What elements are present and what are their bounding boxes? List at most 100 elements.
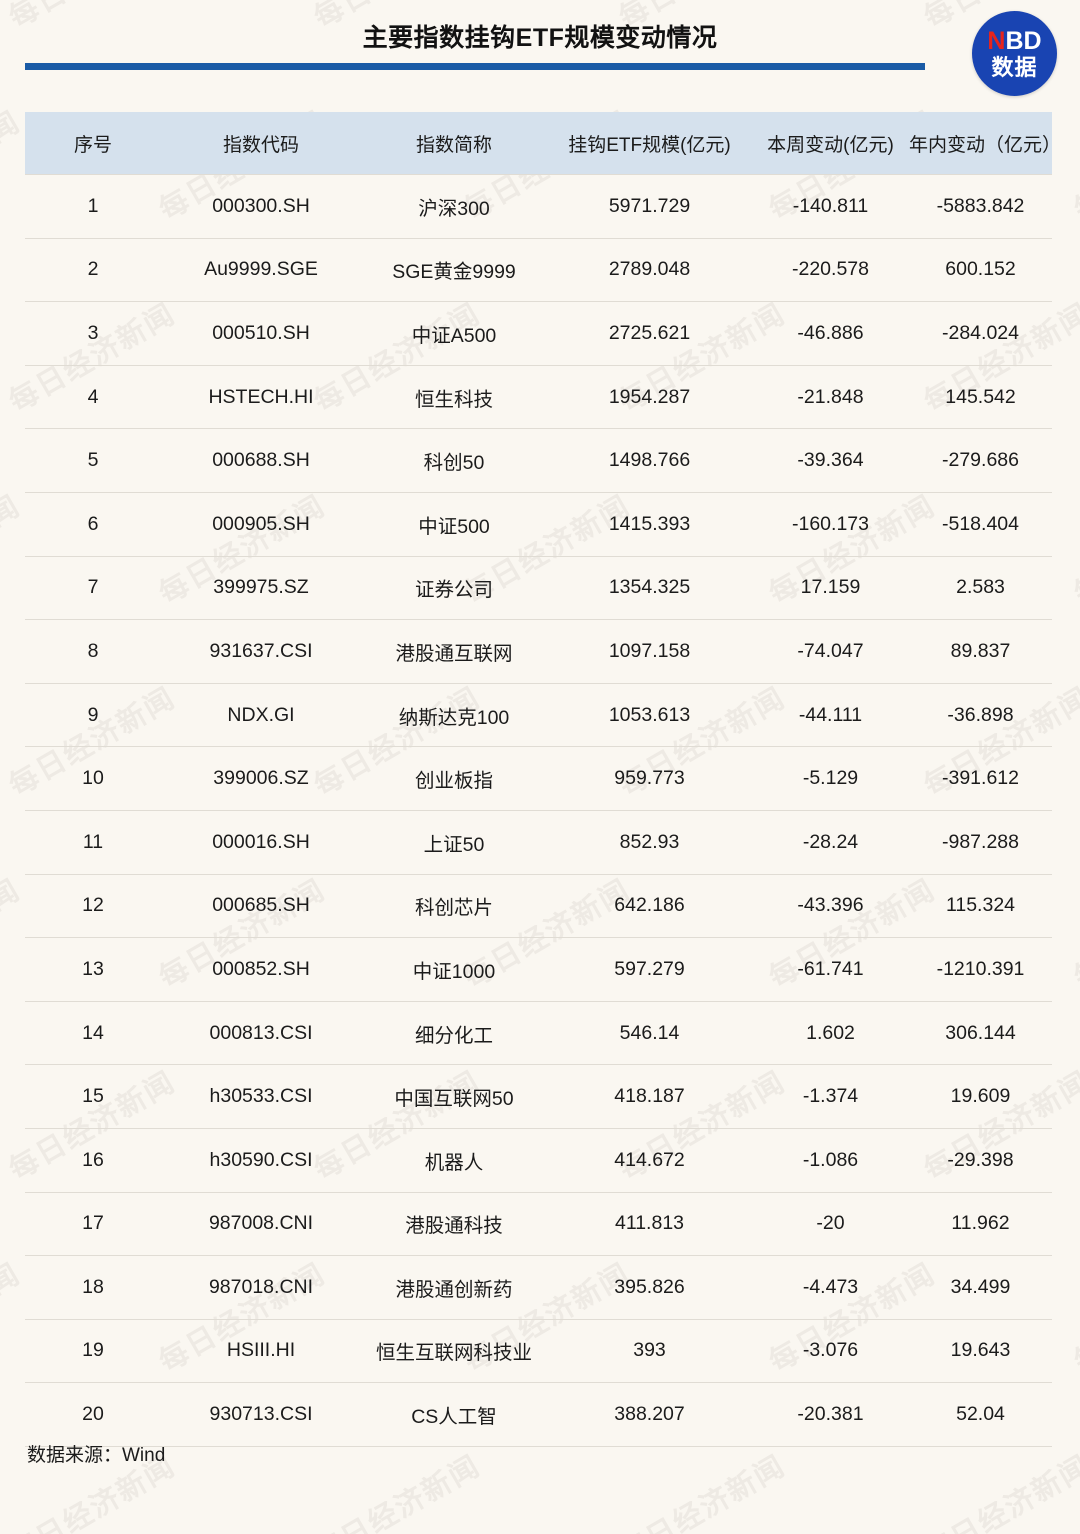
cell-index-code: h30590.CSI xyxy=(161,1128,361,1193)
cell-index-code: h30533.CSI xyxy=(161,1064,361,1129)
cell-ytd-change: -1210.391 xyxy=(909,937,1052,1002)
cell-index-code: 399006.SZ xyxy=(161,746,361,811)
cell-rank: 14 xyxy=(25,1001,161,1066)
cell-ytd-change: -279.686 xyxy=(909,428,1052,493)
table-row: 3 000510.SH 中证A500 2725.621 -46.886 -284.024 xyxy=(25,301,1052,366)
table-row: 14 000813.CSI 细分化工 546.14 1.602 306.144 xyxy=(25,1001,1052,1066)
cell-index-code: HSIII.HI xyxy=(161,1319,361,1384)
cell-rank: 9 xyxy=(25,683,161,748)
table-row: 4 HSTECH.HI 恒生科技 1954.287 -21.848 145.542 xyxy=(25,365,1052,430)
cell-index-code: 399975.SZ xyxy=(161,556,361,621)
cell-week-change: 17.159 xyxy=(752,556,909,621)
cell-etf-scale: 388.207 xyxy=(547,1382,752,1447)
cell-index-code: 930713.CSI xyxy=(161,1382,361,1447)
cell-index-name: 沪深300 xyxy=(361,174,547,239)
cell-index-name: 恒生互联网科技业 xyxy=(361,1319,547,1384)
watermark-text: 每日经济新闻 xyxy=(0,105,27,227)
cell-week-change: -3.076 xyxy=(752,1319,909,1384)
cell-week-change: -44.111 xyxy=(752,683,909,748)
cell-ytd-change: -518.404 xyxy=(909,492,1052,557)
table-row: 20 930713.CSI CS人工智 388.207 -20.381 52.04 xyxy=(25,1382,1052,1447)
logo-latin-text: NBD xyxy=(987,28,1041,54)
cell-index-name: 机器人 xyxy=(361,1128,547,1193)
cell-index-name: 科创50 xyxy=(361,428,547,493)
cell-week-change: -4.473 xyxy=(752,1255,909,1320)
cell-index-name: SGE黄金9999 xyxy=(361,238,547,303)
cell-week-change: -160.173 xyxy=(752,492,909,557)
cell-week-change: -74.047 xyxy=(752,619,909,684)
cell-rank: 11 xyxy=(25,810,161,875)
cell-ytd-change: 600.152 xyxy=(909,238,1052,303)
cell-rank: 5 xyxy=(25,428,161,493)
cell-etf-scale: 852.93 xyxy=(547,810,752,875)
cell-etf-scale: 1097.158 xyxy=(547,619,752,684)
cell-etf-scale: 1053.613 xyxy=(547,683,752,748)
cell-etf-scale: 546.14 xyxy=(547,1001,752,1066)
table-row: 5 000688.SH 科创50 1498.766 -39.364 -279.686 xyxy=(25,428,1052,493)
cell-index-name: 证券公司 xyxy=(361,556,547,621)
cell-ytd-change: 19.609 xyxy=(909,1064,1052,1129)
cell-etf-scale: 395.826 xyxy=(547,1255,752,1320)
cell-index-name: 港股通科技 xyxy=(361,1192,547,1257)
cell-etf-scale: 2789.048 xyxy=(547,238,752,303)
column-header-week-change: 本周变动(亿元) xyxy=(752,112,909,175)
cell-rank: 19 xyxy=(25,1319,161,1384)
cell-ytd-change: -36.898 xyxy=(909,683,1052,748)
cell-etf-scale: 1354.325 xyxy=(547,556,752,621)
cell-etf-scale: 414.672 xyxy=(547,1128,752,1193)
nbd-logo: NBD 数据 xyxy=(972,11,1057,96)
watermark-text: 每日经济新闻 xyxy=(614,1449,792,1534)
cell-ytd-change: 34.499 xyxy=(909,1255,1052,1320)
cell-etf-scale: 959.773 xyxy=(547,746,752,811)
etf-scale-table-container: 序号 指数代码 指数简称 挂钩ETF规模(亿元) 本周变动(亿元) 年内变动（亿… xyxy=(25,112,1061,1447)
cell-index-name: 细分化工 xyxy=(361,1001,547,1066)
table-row: 8 931637.CSI 港股通互联网 1097.158 -74.047 89.837 xyxy=(25,619,1052,684)
table-row: 16 h30590.CSI 机器人 414.672 -1.086 -29.398 xyxy=(25,1128,1052,1193)
cell-index-name: 港股通互联网 xyxy=(361,619,547,684)
table-row: 10 399006.SZ 创业板指 959.773 -5.129 -391.612 xyxy=(25,746,1052,811)
cell-rank: 10 xyxy=(25,746,161,811)
table-row: 18 987018.CNI 港股通创新药 395.826 -4.473 34.499 xyxy=(25,1255,1052,1320)
table-row: 12 000685.SH 科创芯片 642.186 -43.396 115.324 xyxy=(25,874,1052,939)
cell-index-name: 创业板指 xyxy=(361,746,547,811)
cell-etf-scale: 1415.393 xyxy=(547,492,752,557)
cell-rank: 2 xyxy=(25,238,161,303)
cell-rank: 16 xyxy=(25,1128,161,1193)
cell-rank: 1 xyxy=(25,174,161,239)
cell-rank: 17 xyxy=(25,1192,161,1257)
watermark-text: 每日经济新闻 xyxy=(919,1449,1080,1534)
watermark-text: 每日经济新闻 xyxy=(0,489,27,611)
cell-index-name: CS人工智 xyxy=(361,1382,547,1447)
cell-ytd-change: 145.542 xyxy=(909,365,1052,430)
cell-rank: 18 xyxy=(25,1255,161,1320)
cell-index-name: 中证1000 xyxy=(361,937,547,1002)
table-row: 9 NDX.GI 纳斯达克100 1053.613 -44.111 -36.898 xyxy=(25,683,1052,748)
table-row: 13 000852.SH 中证1000 597.279 -61.741 -1210.391 xyxy=(25,937,1052,1002)
cell-week-change: -1.086 xyxy=(752,1128,909,1193)
cell-index-code: 000852.SH xyxy=(161,937,361,1002)
watermark-text: 每日经济新闻 xyxy=(309,1449,487,1534)
table-body: 1 000300.SH 沪深300 5971.729 -140.811 -5883.842… xyxy=(25,174,1052,1447)
cell-week-change: -46.886 xyxy=(752,301,909,366)
data-source-note: 数据来源：Wind xyxy=(27,1445,166,1466)
column-header-index-code: 指数代码 xyxy=(161,112,361,175)
title-divider xyxy=(25,63,925,70)
cell-week-change: -21.848 xyxy=(752,365,909,430)
cell-ytd-change: 306.144 xyxy=(909,1001,1052,1066)
cell-ytd-change: -29.398 xyxy=(909,1128,1052,1193)
cell-index-code: 000905.SH xyxy=(161,492,361,557)
cell-index-name: 恒生科技 xyxy=(361,365,547,430)
table-row: 1 000300.SH 沪深300 5971.729 -140.811 -5883.842 xyxy=(25,174,1052,239)
cell-rank: 3 xyxy=(25,301,161,366)
cell-ytd-change: -5883.842 xyxy=(909,174,1052,239)
watermark-text: 每日经济新闻 xyxy=(0,873,27,995)
cell-rank: 6 xyxy=(25,492,161,557)
cell-week-change: -39.364 xyxy=(752,428,909,493)
cell-index-code: 987008.CNI xyxy=(161,1192,361,1257)
cell-index-code: 000510.SH xyxy=(161,301,361,366)
cell-week-change: -5.129 xyxy=(752,746,909,811)
cell-rank: 7 xyxy=(25,556,161,621)
cell-etf-scale: 1954.287 xyxy=(547,365,752,430)
cell-ytd-change: 89.837 xyxy=(909,619,1052,684)
watermark-text: 每日经济新闻 xyxy=(1069,1257,1080,1379)
